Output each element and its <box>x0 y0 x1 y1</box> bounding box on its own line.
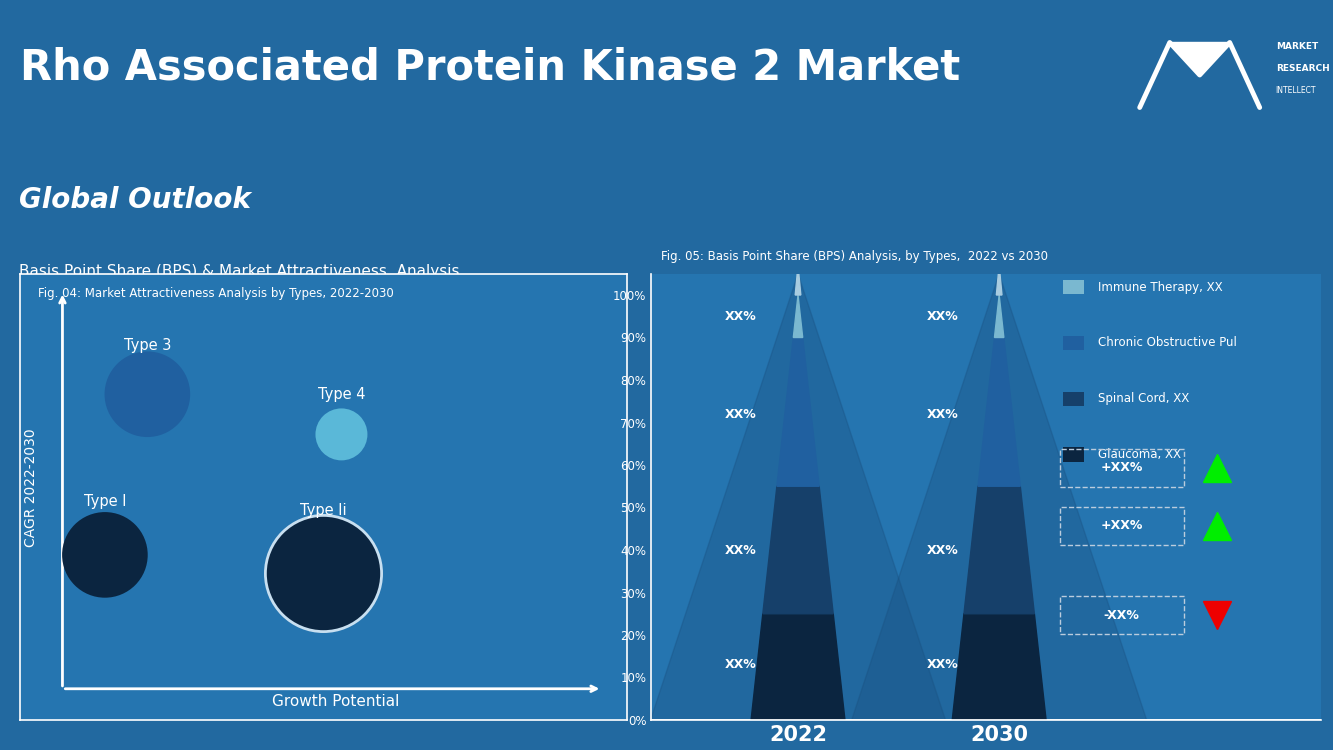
Text: XX%: XX% <box>725 544 757 556</box>
Text: Basis Point Share (BPS) & Market Attractiveness  Analysis: Basis Point Share (BPS) & Market Attract… <box>19 264 460 279</box>
Polygon shape <box>978 338 1020 486</box>
Polygon shape <box>750 614 845 720</box>
Point <box>331 428 352 440</box>
Text: INTELLECT: INTELLECT <box>1276 86 1316 95</box>
Polygon shape <box>852 274 1146 720</box>
FancyBboxPatch shape <box>1062 447 1084 461</box>
FancyBboxPatch shape <box>1062 336 1084 350</box>
Polygon shape <box>952 614 1046 720</box>
Polygon shape <box>996 266 1002 295</box>
Polygon shape <box>651 274 945 720</box>
Text: XX%: XX% <box>725 310 757 322</box>
Text: Type 3: Type 3 <box>124 338 171 352</box>
Text: Type I: Type I <box>84 494 127 508</box>
Text: +XX%: +XX% <box>1100 520 1142 532</box>
Text: XX%: XX% <box>926 407 958 421</box>
Polygon shape <box>777 338 820 486</box>
Text: Chronic Obstructive Pul: Chronic Obstructive Pul <box>1098 337 1237 350</box>
Point <box>137 388 159 400</box>
Text: Type 4: Type 4 <box>317 387 365 402</box>
Text: XX%: XX% <box>725 407 757 421</box>
FancyBboxPatch shape <box>1062 280 1084 294</box>
Polygon shape <box>994 295 1004 338</box>
Point <box>95 549 116 561</box>
Polygon shape <box>793 295 802 338</box>
Text: Fig. 04: Market Attractiveness Analysis by Types, 2022-2030: Fig. 04: Market Attractiveness Analysis … <box>39 287 395 300</box>
Text: Global Outlook: Global Outlook <box>19 186 251 214</box>
Polygon shape <box>762 486 833 614</box>
Text: -XX%: -XX% <box>1104 609 1140 622</box>
Text: Spinal Cord, XX: Spinal Cord, XX <box>1098 392 1189 405</box>
Text: CAGR 2022-2030: CAGR 2022-2030 <box>24 429 37 548</box>
Polygon shape <box>1170 43 1230 75</box>
Text: Type Ii: Type Ii <box>300 503 347 518</box>
Text: XX%: XX% <box>926 544 958 556</box>
Text: Immune Therapy, XX: Immune Therapy, XX <box>1098 280 1222 294</box>
Text: XX%: XX% <box>926 658 958 671</box>
Text: XX%: XX% <box>725 658 757 671</box>
Polygon shape <box>964 486 1034 614</box>
Polygon shape <box>796 266 801 295</box>
Text: XX%: XX% <box>926 310 958 322</box>
Text: Glaucoma, XX: Glaucoma, XX <box>1098 448 1181 461</box>
Text: Rho Associated Protein Kinase 2 Market: Rho Associated Protein Kinase 2 Market <box>20 46 960 88</box>
Text: Growth Potential: Growth Potential <box>272 694 399 709</box>
Text: RESEARCH: RESEARCH <box>1276 64 1329 73</box>
Text: Fig. 05: Basis Point Share (BPS) Analysis, by Types,  2022 vs 2030: Fig. 05: Basis Point Share (BPS) Analysi… <box>661 250 1048 262</box>
FancyBboxPatch shape <box>1062 392 1084 406</box>
Text: MARKET: MARKET <box>1276 42 1318 51</box>
Text: +XX%: +XX% <box>1100 461 1142 474</box>
Point <box>312 567 333 579</box>
